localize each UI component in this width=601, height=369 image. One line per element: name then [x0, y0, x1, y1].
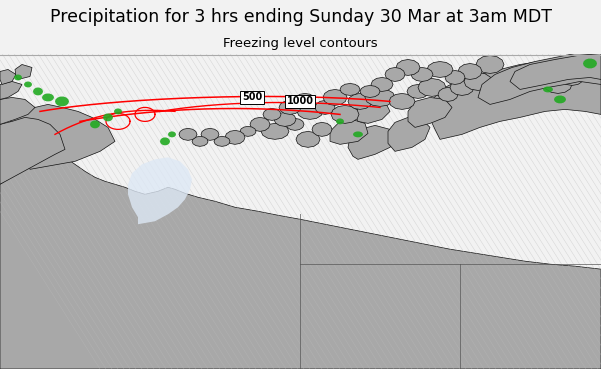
Polygon shape [312, 123, 332, 137]
Polygon shape [315, 100, 335, 114]
Polygon shape [323, 89, 347, 106]
Polygon shape [179, 128, 197, 140]
Polygon shape [544, 76, 572, 93]
Polygon shape [214, 137, 230, 146]
Polygon shape [274, 113, 296, 127]
Polygon shape [0, 154, 601, 369]
Polygon shape [201, 128, 219, 140]
Polygon shape [407, 85, 429, 99]
Polygon shape [418, 79, 446, 96]
Polygon shape [445, 70, 465, 85]
Polygon shape [15, 65, 32, 79]
Polygon shape [353, 131, 363, 137]
Polygon shape [103, 114, 113, 121]
Polygon shape [348, 93, 372, 110]
Polygon shape [438, 87, 458, 101]
Polygon shape [566, 56, 590, 70]
Polygon shape [411, 68, 433, 82]
Polygon shape [450, 79, 474, 96]
Polygon shape [543, 86, 553, 92]
Polygon shape [365, 89, 395, 106]
Polygon shape [360, 86, 380, 97]
Polygon shape [530, 62, 560, 80]
Polygon shape [554, 96, 566, 103]
Polygon shape [371, 77, 393, 92]
Polygon shape [385, 68, 405, 82]
Polygon shape [0, 82, 22, 99]
Polygon shape [192, 137, 208, 146]
Polygon shape [90, 121, 100, 128]
Polygon shape [330, 120, 368, 144]
Polygon shape [427, 62, 453, 77]
Polygon shape [476, 55, 504, 73]
Polygon shape [128, 157, 192, 224]
Polygon shape [586, 55, 601, 68]
Polygon shape [225, 130, 245, 144]
Polygon shape [168, 131, 176, 137]
Polygon shape [577, 65, 599, 79]
Polygon shape [583, 59, 597, 68]
Polygon shape [503, 76, 527, 93]
Polygon shape [388, 117, 430, 151]
Polygon shape [286, 118, 304, 130]
Polygon shape [560, 69, 584, 86]
Polygon shape [486, 82, 514, 100]
Polygon shape [42, 93, 54, 101]
Polygon shape [297, 103, 323, 120]
Polygon shape [0, 69, 16, 85]
Text: Precipitation for 3 hrs ending Sunday 30 Mar at 3am MDT: Precipitation for 3 hrs ending Sunday 30… [49, 8, 552, 26]
Polygon shape [510, 54, 601, 89]
Polygon shape [0, 117, 65, 184]
Polygon shape [389, 93, 415, 110]
Polygon shape [464, 72, 492, 90]
Text: 1000: 1000 [287, 96, 314, 106]
Polygon shape [458, 63, 482, 79]
Polygon shape [8, 104, 115, 169]
Polygon shape [295, 93, 315, 106]
Polygon shape [114, 108, 122, 114]
Polygon shape [517, 69, 543, 86]
Polygon shape [24, 82, 32, 87]
Polygon shape [396, 59, 420, 76]
Polygon shape [263, 108, 281, 120]
Polygon shape [355, 99, 390, 123]
Polygon shape [33, 87, 43, 95]
Polygon shape [55, 97, 69, 106]
Polygon shape [250, 117, 270, 131]
Polygon shape [240, 127, 256, 137]
Polygon shape [478, 54, 601, 104]
Polygon shape [261, 123, 289, 139]
Text: Freezing level contours: Freezing level contours [223, 37, 378, 51]
Polygon shape [279, 100, 301, 114]
Polygon shape [160, 138, 170, 145]
Polygon shape [296, 131, 320, 147]
Polygon shape [0, 97, 35, 124]
Polygon shape [547, 59, 573, 76]
Polygon shape [336, 118, 344, 124]
Text: 500: 500 [242, 93, 262, 103]
Polygon shape [340, 83, 360, 96]
Polygon shape [408, 97, 452, 127]
Polygon shape [331, 106, 359, 123]
Polygon shape [428, 54, 601, 139]
Polygon shape [348, 125, 398, 159]
Polygon shape [14, 75, 22, 80]
